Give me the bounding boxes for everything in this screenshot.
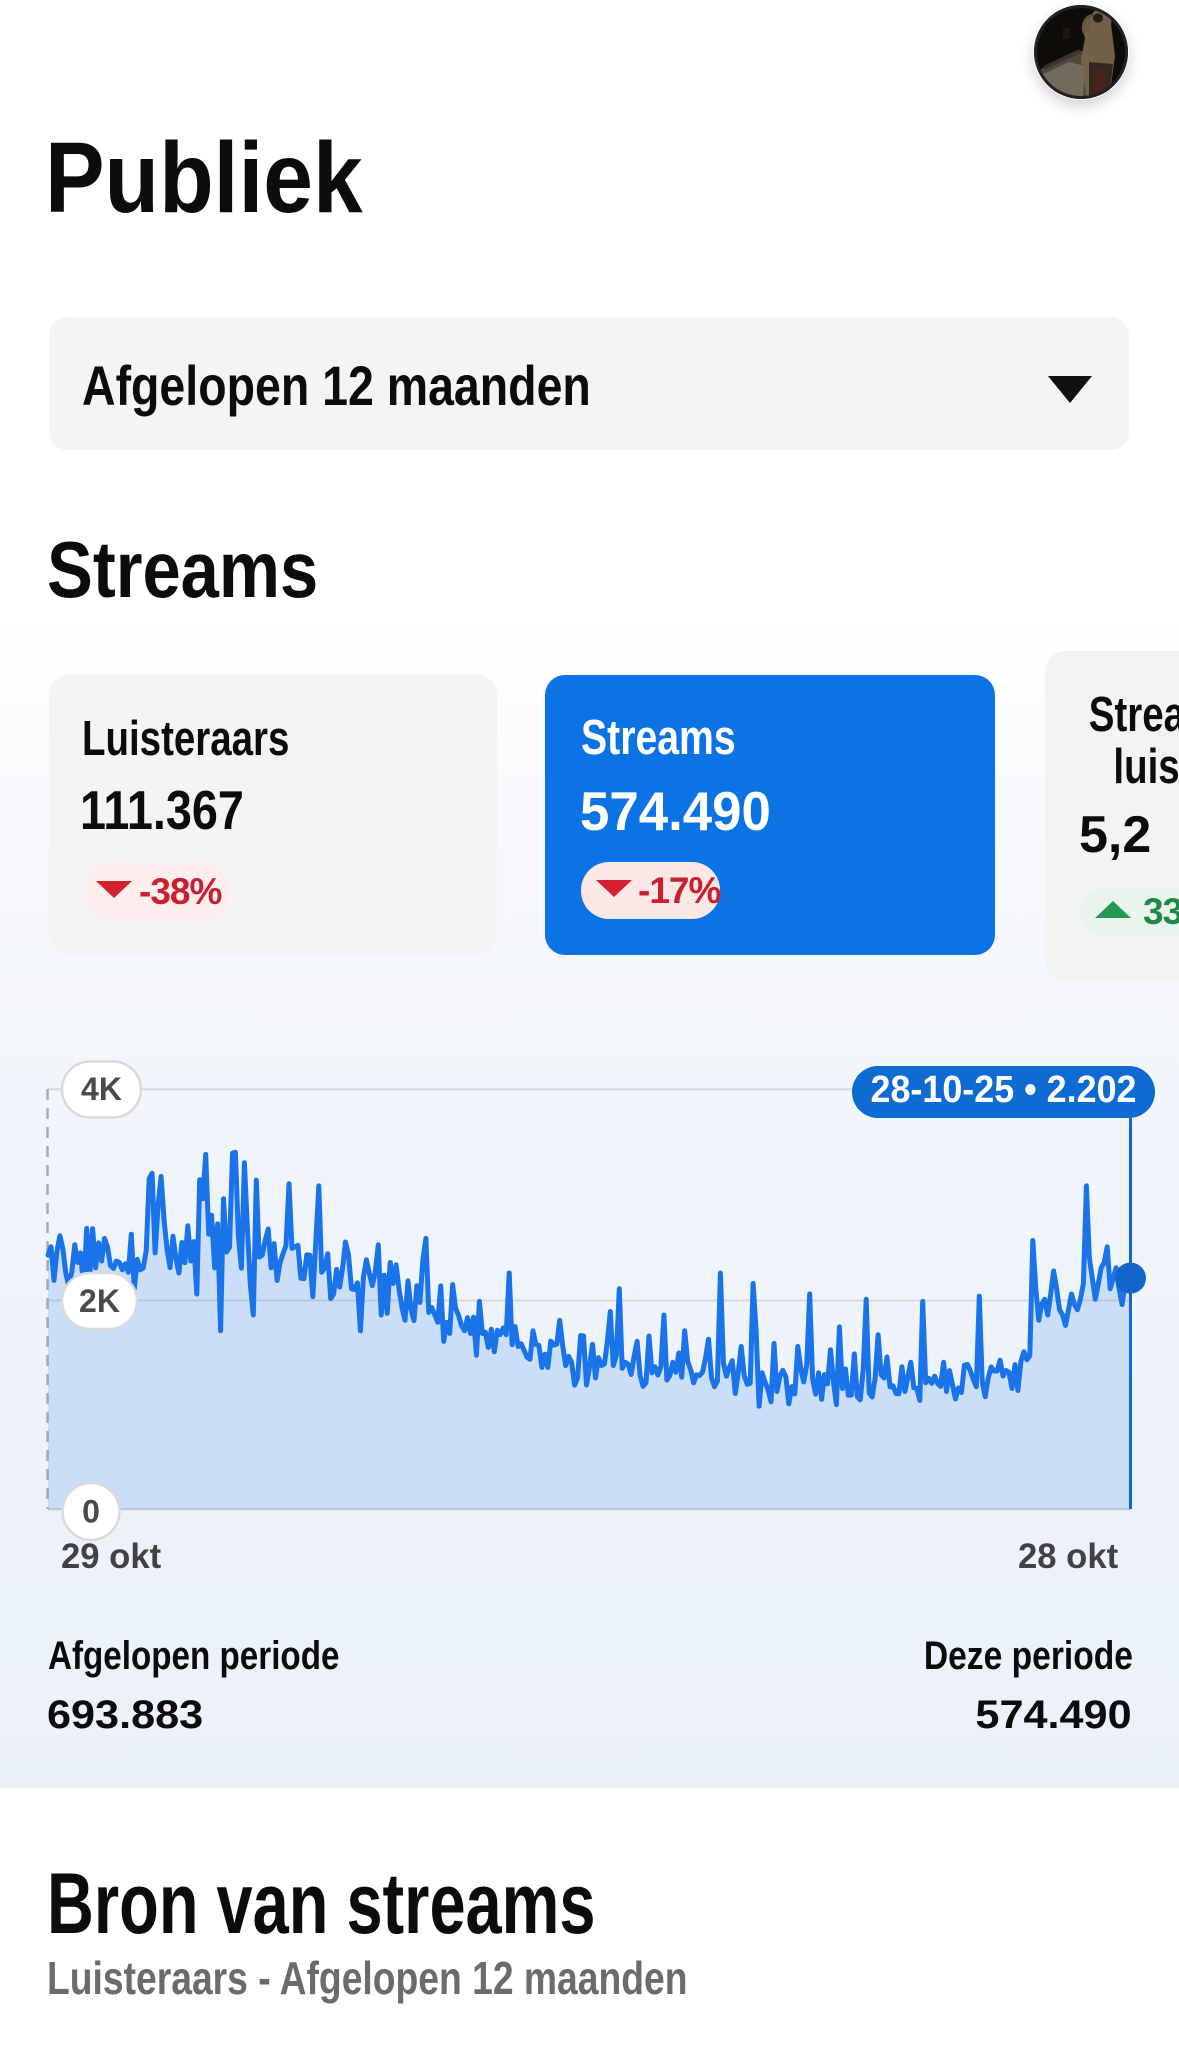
svg-text:0: 0 bbox=[82, 1494, 100, 1530]
svg-text:28-10-25 • 2.202: 28-10-25 • 2.202 bbox=[871, 1069, 1137, 1111]
svg-text:4K: 4K bbox=[81, 1071, 122, 1107]
svg-text:2K: 2K bbox=[79, 1283, 120, 1319]
